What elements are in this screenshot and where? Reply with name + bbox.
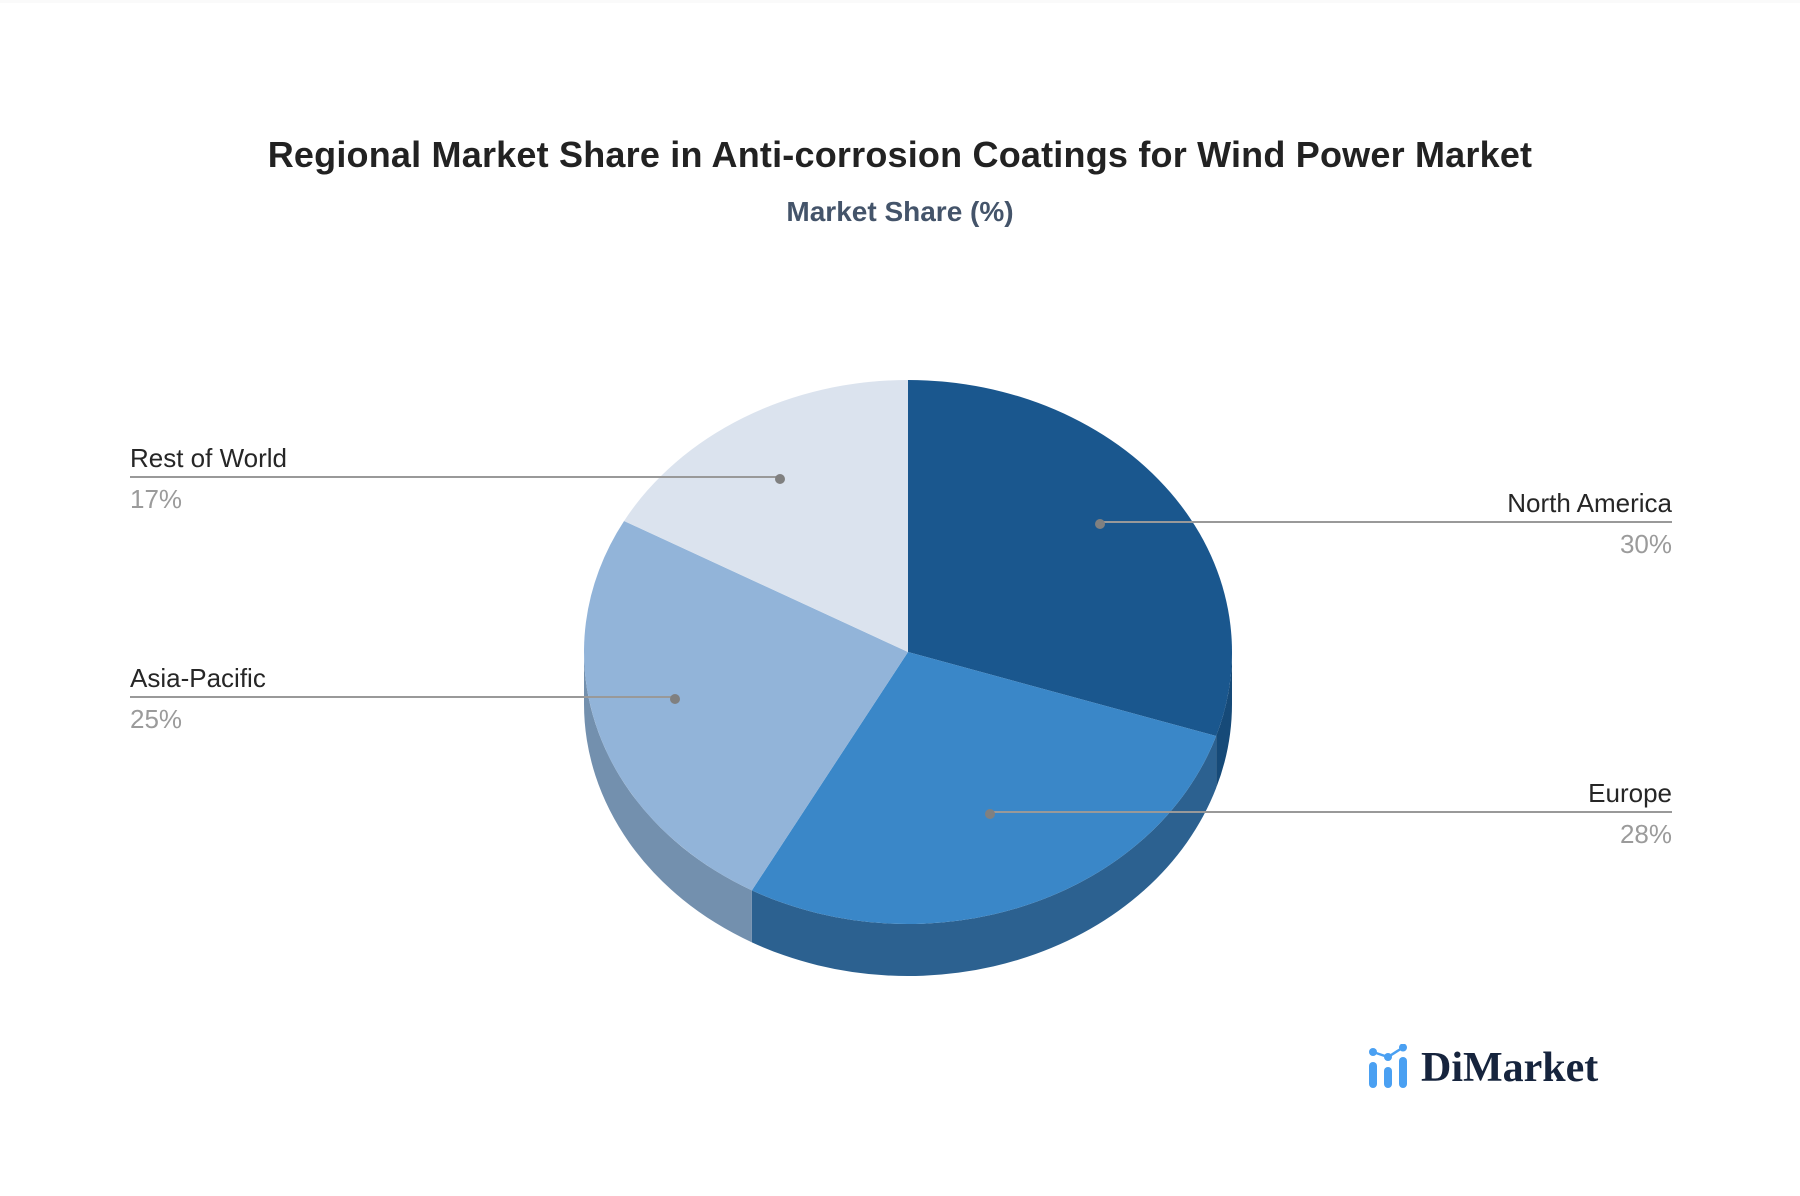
leader-line	[130, 694, 680, 704]
slice-label: North America	[1507, 488, 1672, 518]
label-group-north-america: North America 30%	[1095, 488, 1672, 559]
pie-wall-europe	[751, 736, 1217, 976]
label-group-europe: Europe 28%	[985, 778, 1672, 849]
leader-dot	[775, 474, 785, 484]
pie-slice-rest-of-world	[624, 380, 908, 652]
page-top-strip	[0, 0, 1800, 3]
pie-slice-north-america	[908, 380, 1232, 737]
slice-label: Europe	[1588, 778, 1672, 808]
leader-dot	[670, 694, 680, 704]
leader-dot	[1095, 519, 1105, 529]
bar-chart-logo-icon	[1369, 1044, 1407, 1088]
chart-title: Regional Market Share in Anti-corrosion …	[267, 134, 1533, 175]
slice-percent: 25%	[130, 704, 183, 734]
brand-logo: DiMarket	[1367, 1040, 1598, 1090]
pie-wall-asia-pacific	[584, 652, 752, 943]
slice-label: Asia-Pacific	[130, 663, 266, 693]
label-group-rest-of-world: Rest of World 17%	[130, 443, 785, 514]
leader-line	[130, 474, 785, 484]
chart-subtitle: Market Share (%)	[786, 196, 1014, 227]
slice-percent: 30%	[1619, 529, 1672, 559]
brand-name: DiMarket	[1421, 1045, 1599, 1091]
slice-percent: 17%	[130, 484, 183, 514]
pie-slice-europe	[751, 652, 1217, 925]
leader-line	[1095, 519, 1672, 529]
pie-wall-north-america	[1216, 652, 1232, 789]
slice-percent: 28%	[1619, 819, 1672, 849]
slice-label: Rest of World	[130, 443, 288, 473]
pie-slice-asia-pacific	[584, 520, 908, 891]
label-group-asia-pacific: Asia-Pacific 25%	[130, 663, 680, 734]
leader-dot	[985, 809, 995, 819]
leader-line	[985, 809, 1672, 819]
